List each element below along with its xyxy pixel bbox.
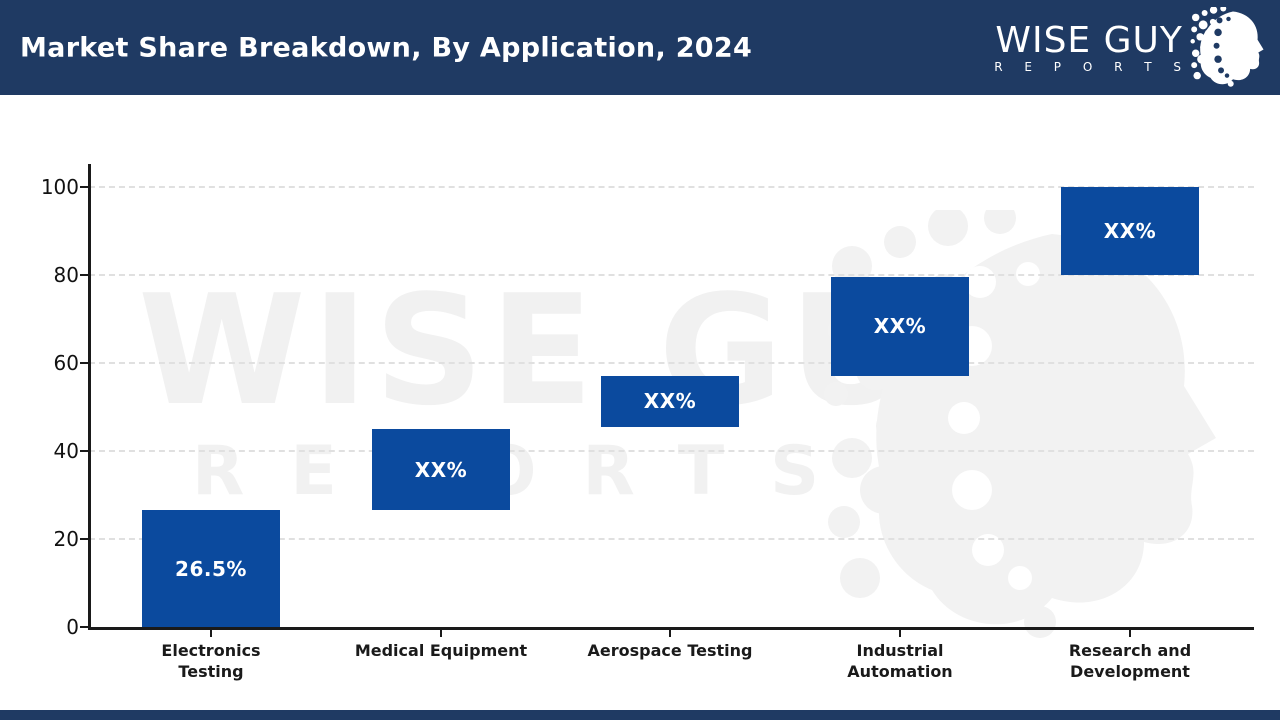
chart-bar: 26.5% xyxy=(142,510,280,627)
x-axis-category-label: Medical Equipment xyxy=(354,641,528,660)
y-axis-tick-label: 20 xyxy=(53,526,79,551)
y-gridline xyxy=(89,361,1254,364)
x-axis-category-label: Aerospace Testing xyxy=(587,641,753,660)
chart-bar: XX% xyxy=(1061,186,1199,275)
x-axis-tick-mark xyxy=(669,629,671,637)
brand-subname: R E P O R T S xyxy=(994,60,1190,74)
y-gridline xyxy=(89,537,1254,540)
bar-value-label: 26.5% xyxy=(175,556,247,581)
chart-title: Market Share Breakdown, By Application, … xyxy=(20,32,753,63)
y-gridline xyxy=(89,185,1254,188)
y-axis-line xyxy=(88,164,91,629)
y-gridline xyxy=(89,273,1254,276)
brand-logo: WISE GUY R E P O R T S xyxy=(988,6,1270,90)
bar-value-label: XX% xyxy=(414,457,468,482)
y-axis-tick-label: 60 xyxy=(53,350,79,375)
x-axis-tick-mark xyxy=(899,629,901,637)
y-axis-tick-mark xyxy=(80,537,89,540)
x-axis-category-label: Electronics Testing xyxy=(161,641,261,681)
brand-name: WISE GUY xyxy=(995,20,1183,61)
chart-bar: XX% xyxy=(601,375,739,427)
y-axis-tick-mark xyxy=(80,361,89,364)
chart-bar: XX% xyxy=(372,428,510,511)
bar-value-label: XX% xyxy=(873,314,927,339)
footer-bar xyxy=(0,710,1280,720)
x-axis-tick-mark xyxy=(1129,629,1131,637)
brand-head-icon xyxy=(1190,7,1264,87)
y-axis-tick-mark xyxy=(80,273,89,276)
x-axis-category-label: Research and Development xyxy=(1068,641,1192,681)
y-axis-tick-mark xyxy=(80,449,89,452)
x-axis-line xyxy=(88,627,1254,630)
y-axis-tick-mark xyxy=(80,185,89,188)
y-axis-tick-label: 0 xyxy=(66,615,79,639)
x-axis-tick-mark xyxy=(440,629,442,637)
bar-value-label: XX% xyxy=(1103,218,1157,243)
y-axis-tick-label: 100 xyxy=(40,174,79,199)
header-bar: Market Share Breakdown, By Application, … xyxy=(0,0,1280,95)
x-axis-category-label: Industrial Automation xyxy=(847,641,953,681)
y-gridline xyxy=(89,449,1254,452)
y-axis-tick-mark xyxy=(80,626,89,628)
y-axis-tick-label: 40 xyxy=(53,438,79,463)
bar-value-label: XX% xyxy=(643,389,697,414)
brand-logo-text: WISE GUY R E P O R T S xyxy=(988,20,1190,75)
y-axis-tick-label: 80 xyxy=(53,262,79,287)
chart-bar: XX% xyxy=(831,276,969,376)
x-axis-tick-mark xyxy=(210,629,212,637)
